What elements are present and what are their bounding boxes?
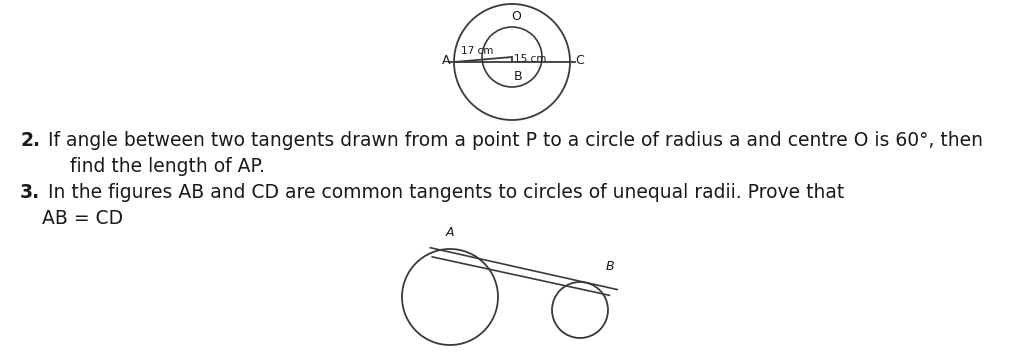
Text: If angle between two tangents drawn from a point P to a circle of radius a and c: If angle between two tangents drawn from… <box>48 131 983 150</box>
Text: 3.: 3. <box>20 183 40 202</box>
Text: B: B <box>605 260 614 273</box>
Text: In the figures AB and CD are common tangents to circles of unequal radii. Prove : In the figures AB and CD are common tang… <box>48 183 844 202</box>
Text: 17 cm: 17 cm <box>461 46 494 57</box>
Text: find the length of AP.: find the length of AP. <box>70 157 265 176</box>
Text: AB = CD: AB = CD <box>42 209 123 228</box>
Text: A: A <box>441 54 451 67</box>
Text: C: C <box>575 54 585 67</box>
Text: B: B <box>514 70 522 83</box>
Text: 2.: 2. <box>20 131 40 150</box>
Text: 15 cm: 15 cm <box>514 55 546 64</box>
Text: A: A <box>445 226 455 239</box>
Text: O: O <box>511 10 521 23</box>
